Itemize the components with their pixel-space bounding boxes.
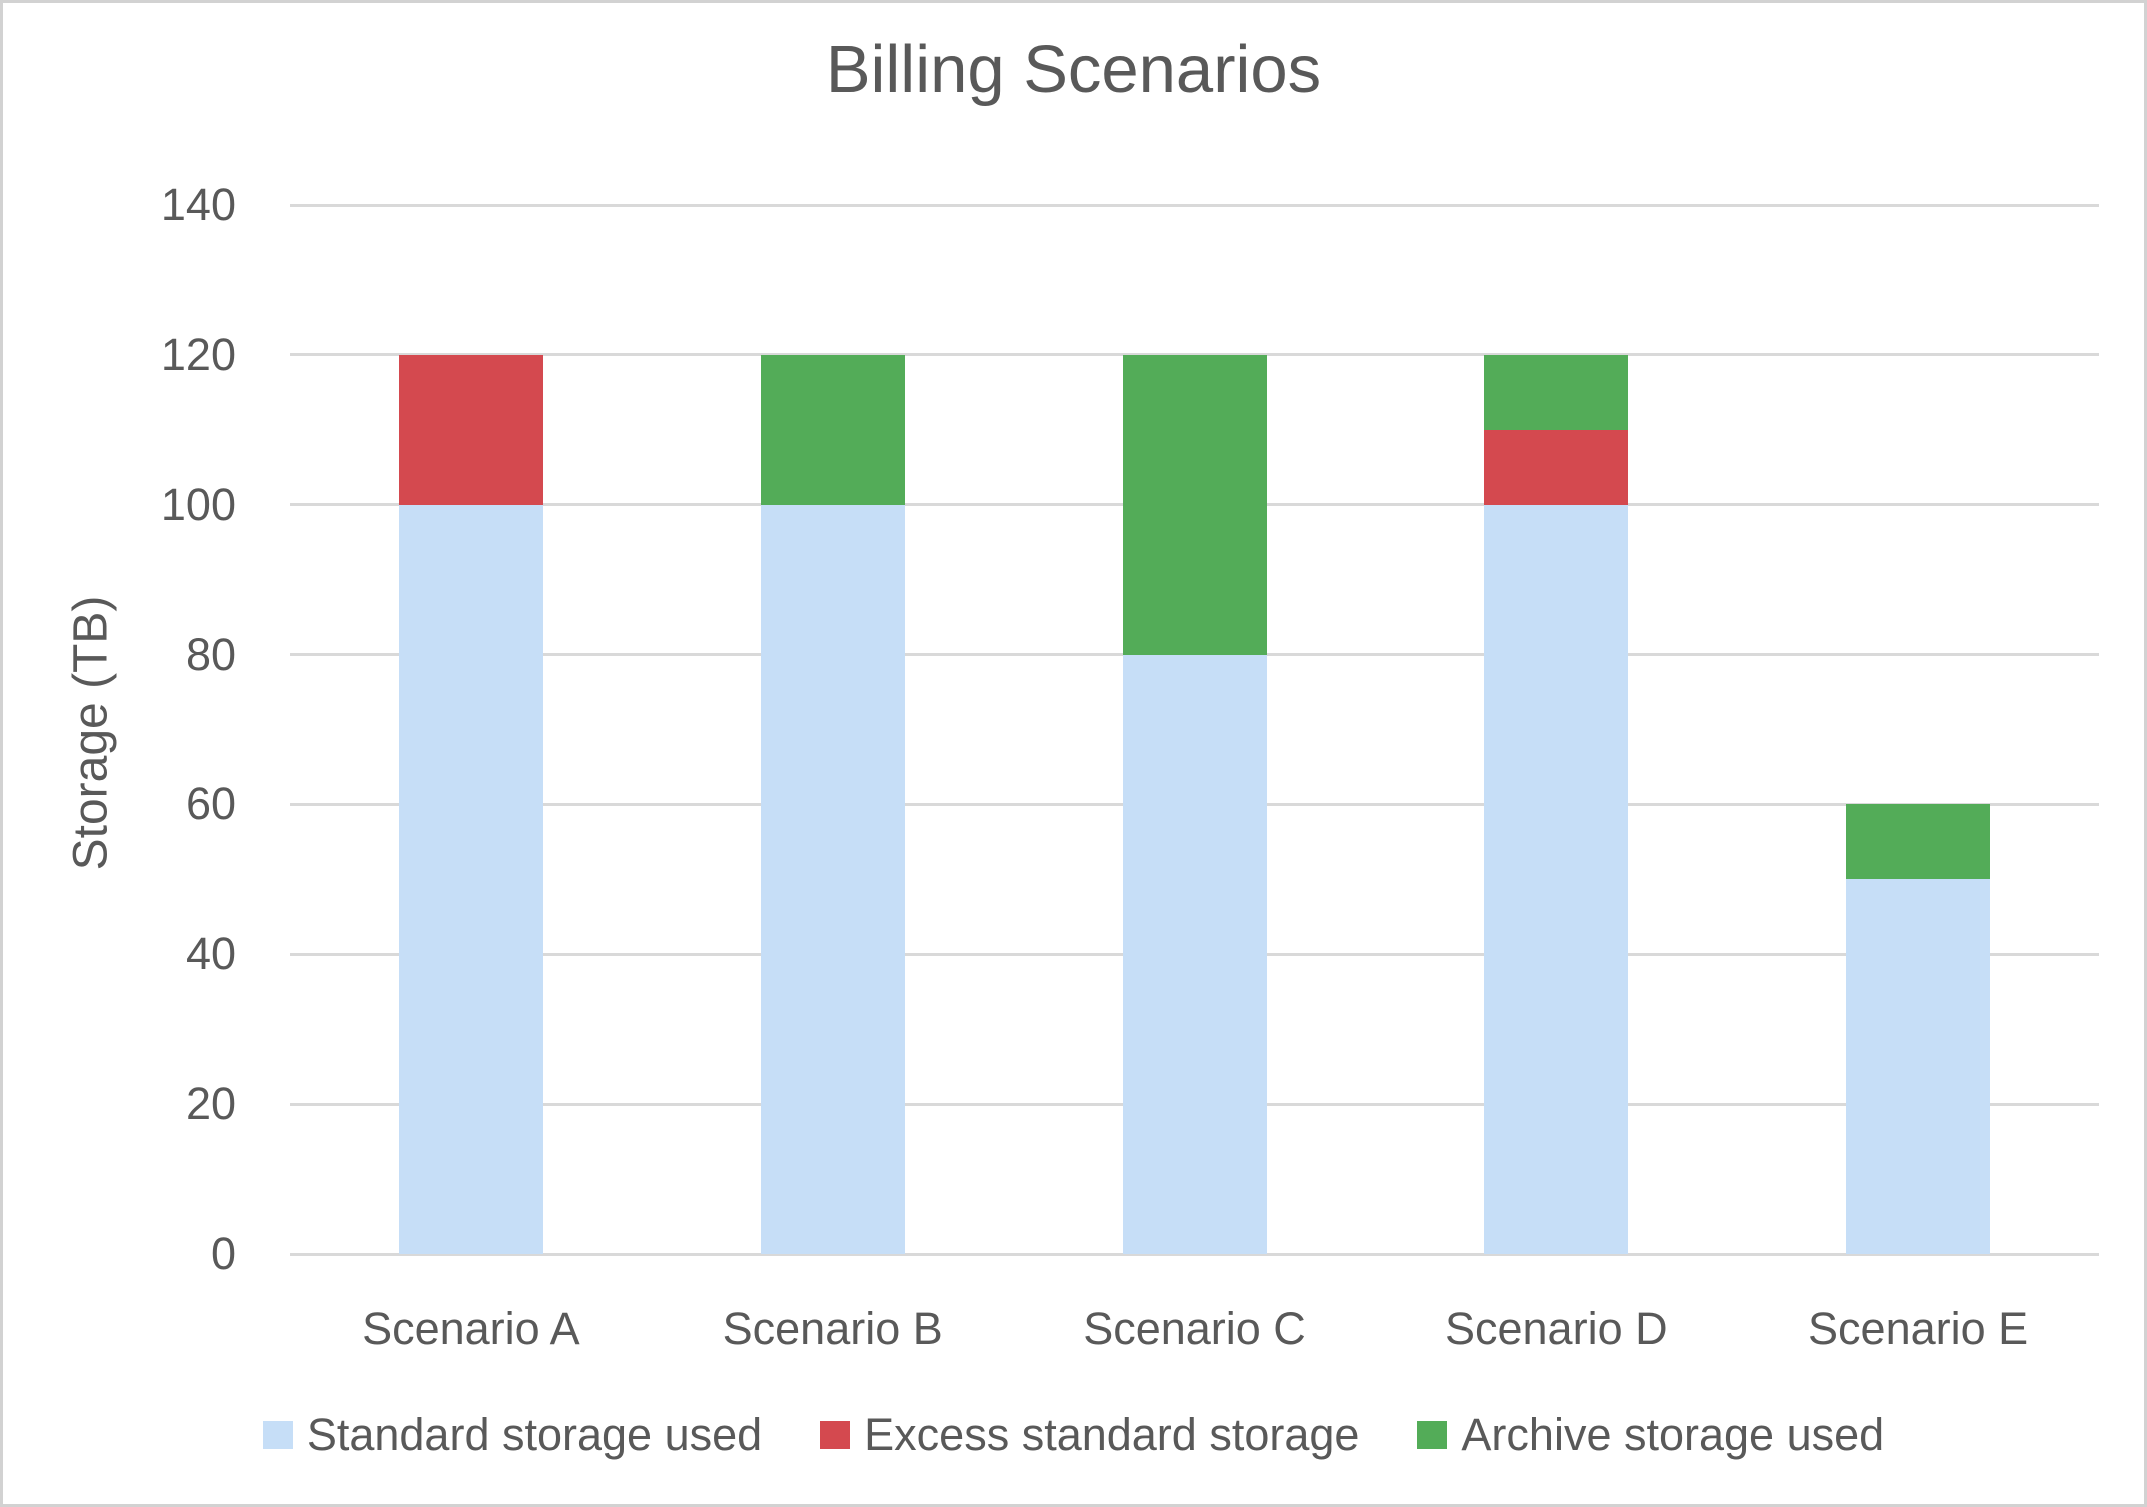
y-axis-tick-label: 120 (160, 328, 236, 380)
x-axis-category-label: Scenario A (362, 1303, 580, 1354)
y-axis-tick-label: 60 (185, 778, 236, 830)
bar-segment (1484, 354, 1629, 430)
legend-item-label: Standard storage used (306, 1409, 763, 1460)
y-axis-tick-label: 140 (160, 179, 236, 230)
legend-item: Excess standard storage (820, 1409, 1359, 1461)
gridline (290, 1252, 2099, 1256)
legend-swatch-icon (262, 1421, 293, 1449)
legend-item-label: Excess standard storage (864, 1409, 1360, 1460)
legend-item-label: Archive storage used (1461, 1409, 1885, 1460)
legend-swatch-icon (1417, 1421, 1448, 1449)
x-axis-category-label: Scenario B (722, 1303, 943, 1354)
bar-segment (1122, 354, 1267, 655)
bar-segment (1484, 429, 1629, 505)
legend-item: Standard storage used (262, 1409, 763, 1461)
bar-segment (1846, 879, 1991, 1254)
gridline (290, 203, 2099, 207)
legend-item: Archive storage used (1417, 1409, 1884, 1461)
bar-segment (1122, 654, 1267, 1254)
legend: Standard storage used Excess standard sto… (3, 1409, 2144, 1461)
bar-segment (398, 354, 543, 505)
y-axis-tick-label: 20 (185, 1078, 236, 1130)
bar-segment (760, 354, 905, 505)
y-axis-tick-label: 40 (185, 928, 236, 980)
y-axis-tick-label: 100 (160, 478, 236, 530)
x-axis-category-label: Scenario C (1083, 1303, 1306, 1354)
chart-title: Billing Scenarios (825, 32, 1322, 107)
bar-segment (1846, 804, 1991, 880)
legend-swatch-icon (820, 1421, 851, 1449)
y-axis-tick-label: 80 (185, 628, 236, 680)
x-axis-category-label: Scenario D (1444, 1303, 1668, 1354)
bar-segment (760, 504, 905, 1254)
x-axis-category-label: Scenario E (1808, 1303, 2029, 1354)
bar-segment (1484, 504, 1629, 1254)
y-axis-tick-label: 0 (210, 1228, 236, 1279)
bar-segment (398, 504, 543, 1254)
